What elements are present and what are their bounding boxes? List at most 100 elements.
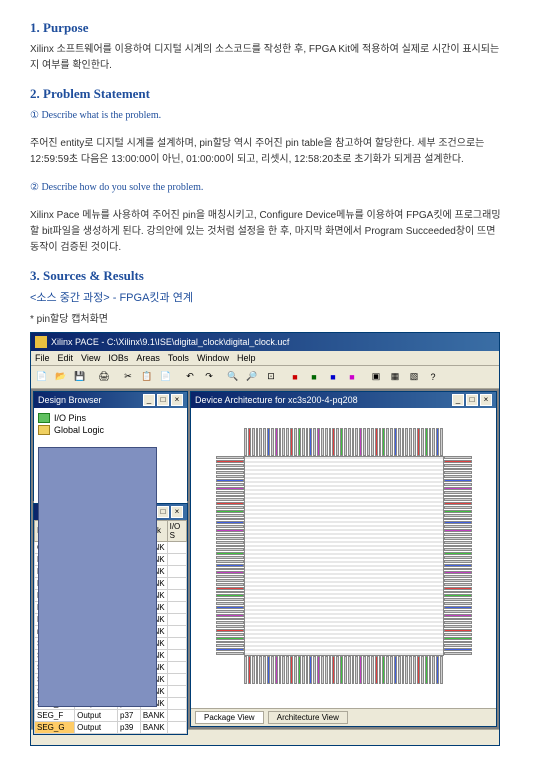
chip-pin[interactable] [432, 428, 435, 456]
chip-pin[interactable] [444, 468, 472, 471]
chip-pin[interactable] [244, 428, 247, 456]
chip-pin[interactable] [216, 510, 244, 513]
chip-pin[interactable] [306, 428, 309, 456]
chip-pin[interactable] [398, 428, 401, 456]
tool-copy[interactable]: 📋 [138, 368, 156, 386]
chip-pin[interactable] [444, 475, 472, 478]
close-icon[interactable]: × [171, 394, 183, 406]
tool-green[interactable]: ■ [305, 368, 323, 386]
chip-pin[interactable] [216, 610, 244, 613]
chip-pin[interactable] [440, 656, 443, 684]
chip-pin[interactable] [440, 428, 443, 456]
chip-pin[interactable] [325, 428, 328, 456]
chip-pin[interactable] [216, 606, 244, 609]
chip-pin[interactable] [302, 428, 305, 456]
chip-pin[interactable] [286, 428, 289, 456]
chip-pin[interactable] [317, 656, 320, 684]
chip-pin[interactable] [421, 428, 424, 456]
chip-pin[interactable] [216, 514, 244, 517]
chip-pin[interactable] [256, 656, 259, 684]
minimize-icon[interactable]: _ [452, 394, 464, 406]
chip-pin[interactable] [379, 428, 382, 456]
chip-pin[interactable] [444, 625, 472, 628]
tool-red[interactable]: ■ [286, 368, 304, 386]
chip-pin[interactable] [216, 471, 244, 474]
chip-pin[interactable] [329, 656, 332, 684]
chip-pin[interactable] [398, 656, 401, 684]
chip-pin[interactable] [306, 656, 309, 684]
chip-pin[interactable] [386, 428, 389, 456]
chip-pin[interactable] [444, 491, 472, 494]
chip-pin[interactable] [444, 471, 472, 474]
maximize-icon[interactable]: □ [157, 394, 169, 406]
chip-pin[interactable] [444, 464, 472, 467]
chip-pin[interactable] [216, 552, 244, 555]
maximize-icon[interactable]: □ [466, 394, 478, 406]
tree-global-logic[interactable]: Global Logic [38, 424, 183, 436]
chip-pin[interactable] [216, 487, 244, 490]
chip-pin[interactable] [444, 479, 472, 482]
chip-pin[interactable] [216, 648, 244, 651]
chip-pin[interactable] [216, 571, 244, 574]
close-icon[interactable]: × [171, 506, 183, 518]
chip-pin[interactable] [216, 556, 244, 559]
chip-pin[interactable] [444, 564, 472, 567]
chip-pin[interactable] [263, 428, 266, 456]
chip-pin[interactable] [216, 521, 244, 524]
chip-pin[interactable] [425, 428, 428, 456]
tool-open[interactable]: 📂 [52, 368, 70, 386]
chip-pin[interactable] [216, 541, 244, 544]
chip-pin[interactable] [394, 428, 397, 456]
chip-pin[interactable] [298, 656, 301, 684]
chip-pin[interactable] [371, 656, 374, 684]
column-header[interactable]: I/O S [167, 520, 186, 541]
chip-pin[interactable] [216, 618, 244, 621]
tree-io-pins[interactable]: I/O Pins [38, 412, 183, 424]
tool-blue[interactable]: ■ [324, 368, 342, 386]
chip-pin[interactable] [294, 428, 297, 456]
chip-pin[interactable] [409, 428, 412, 456]
chip-pin[interactable] [216, 502, 244, 505]
chip-pin[interactable] [271, 428, 274, 456]
chip-pin[interactable] [444, 644, 472, 647]
tool-c[interactable]: ▧ [405, 368, 423, 386]
device-view[interactable] [191, 408, 496, 708]
tool-help[interactable]: ? [424, 368, 442, 386]
chip-pin[interactable] [444, 533, 472, 536]
chip-pin[interactable] [263, 656, 266, 684]
chip-pin[interactable] [329, 428, 332, 456]
device-header[interactable]: Device Architecture for xc3s200-4-pq208 … [191, 392, 496, 408]
chip-pin[interactable] [325, 656, 328, 684]
chip-pin[interactable] [429, 428, 432, 456]
chip-pin[interactable] [216, 644, 244, 647]
chip-pin[interactable] [355, 656, 358, 684]
chip-pin[interactable] [352, 656, 355, 684]
chip-pin[interactable] [321, 428, 324, 456]
chip-pin[interactable] [413, 656, 416, 684]
menu-edit[interactable]: Edit [58, 353, 74, 363]
chip-pin[interactable] [444, 587, 472, 590]
chip-pin[interactable] [216, 583, 244, 586]
menu-view[interactable]: View [81, 353, 100, 363]
chip-pin[interactable] [444, 629, 472, 632]
chip-pin[interactable] [275, 656, 278, 684]
chip-pin[interactable] [367, 656, 370, 684]
chip-pin[interactable] [444, 548, 472, 551]
tool-magenta[interactable]: ■ [343, 368, 361, 386]
chip-pin[interactable] [390, 656, 393, 684]
chip-pin[interactable] [216, 525, 244, 528]
close-icon[interactable]: × [480, 394, 492, 406]
chip-pin[interactable] [436, 428, 439, 456]
chip-pin[interactable] [429, 656, 432, 684]
chip-pin[interactable] [444, 487, 472, 490]
chip-pin[interactable] [444, 514, 472, 517]
chip-pin[interactable] [405, 428, 408, 456]
chip-pin[interactable] [321, 656, 324, 684]
chip-pin[interactable] [359, 656, 362, 684]
tab-architecture-view[interactable]: Architecture View [268, 711, 348, 724]
chip-pin[interactable] [216, 560, 244, 563]
chip-pin[interactable] [216, 529, 244, 532]
chip-pin[interactable] [417, 428, 420, 456]
titlebar[interactable]: Xilinx PACE - C:\Xilinx\9.1\ISE\digital_… [31, 333, 499, 351]
chip-pin[interactable] [216, 464, 244, 467]
